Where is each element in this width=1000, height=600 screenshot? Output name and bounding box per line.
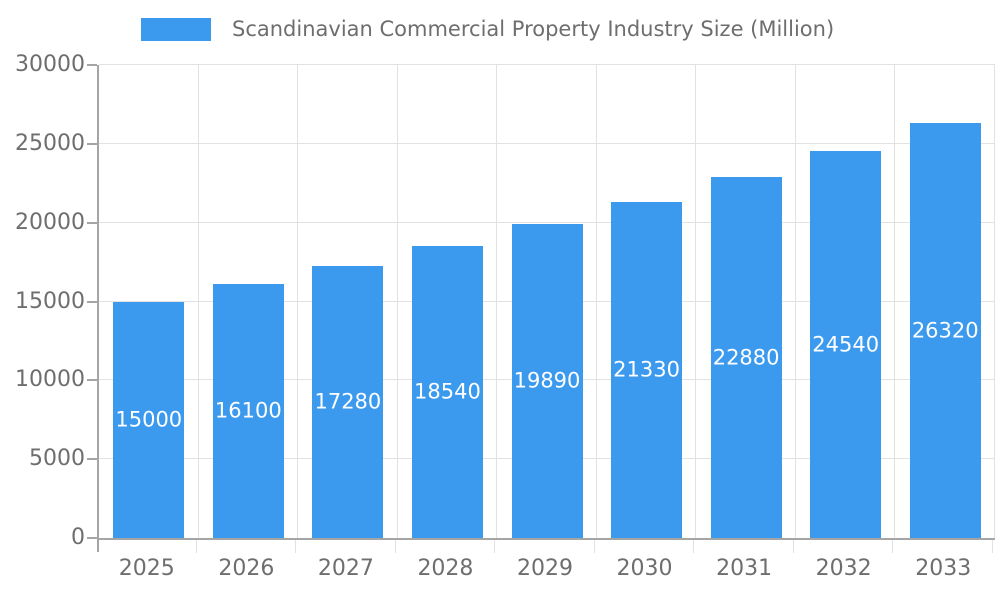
x-axis-tick-label: 2032 <box>815 556 872 581</box>
bar-2032[interactable]: 24540 <box>810 151 882 538</box>
bar-value-label: 22880 <box>712 345 780 370</box>
y-axis-tick-label: 0 <box>71 525 85 550</box>
bar-value-label: 26320 <box>911 317 979 342</box>
plot-area: 15000 16100 17280 18540 19890 21330 22880 24540… <box>97 64 995 540</box>
x-axis-tick-label: 2030 <box>616 556 673 581</box>
x-axis-tick-label: 2033 <box>915 556 972 581</box>
x-axis-tick-label: 2028 <box>417 556 474 581</box>
x-axis-tick-mark <box>494 540 496 553</box>
bar-value-label: 16100 <box>214 398 282 423</box>
bar-value-label: 15000 <box>115 407 183 432</box>
gridline-horizontal <box>99 142 995 144</box>
gridline-vertical <box>396 65 398 538</box>
x-axis-tick-mark <box>295 540 297 553</box>
bar-2025[interactable]: 15000 <box>113 301 185 538</box>
gridline-vertical <box>297 65 299 538</box>
legend-label: Scandinavian Commercial Property Industr… <box>232 17 835 41</box>
bar-2028[interactable]: 18540 <box>411 245 483 538</box>
bar-value-label: 17280 <box>314 389 382 414</box>
gridline-vertical <box>197 65 199 538</box>
bar-value-label: 24540 <box>812 332 880 356</box>
x-axis-tick-mark <box>593 540 595 553</box>
y-axis-tick-label: 10000 <box>15 367 85 393</box>
bar-2031[interactable]: 22880 <box>710 177 782 538</box>
y-axis-tick-mark <box>87 142 97 145</box>
y-axis-tick-label: 15000 <box>15 288 85 314</box>
y-axis-tick-label: 5000 <box>29 446 85 472</box>
y-axis-tick-mark <box>87 537 97 539</box>
y-axis-tick-label: 30000 <box>15 52 85 77</box>
y-axis-tick-mark <box>87 221 97 224</box>
x-axis-tick-mark <box>693 540 695 553</box>
x-axis-tick-mark <box>892 540 894 553</box>
bar-value-label: 21330 <box>613 357 680 382</box>
bar-value-label: 19890 <box>513 368 581 393</box>
x-axis-tick-mark <box>195 540 197 553</box>
y-axis-tick-mark <box>87 458 97 461</box>
bar-2029[interactable]: 19890 <box>511 224 583 538</box>
x-axis-tick-label: 2031 <box>716 556 773 581</box>
legend-item[interactable]: Scandinavian Commercial Property Industr… <box>141 17 834 41</box>
gridline-vertical <box>595 65 597 538</box>
x-axis-tick-mark <box>992 540 993 553</box>
bar-2027[interactable]: 17280 <box>312 265 384 538</box>
bar-value-label: 18540 <box>414 379 481 404</box>
y-axis-tick-label: 20000 <box>15 209 85 235</box>
gridline-vertical <box>994 65 995 538</box>
gridline-horizontal <box>99 64 995 65</box>
x-axis-tick-label: 2027 <box>317 556 374 581</box>
gridline-vertical <box>894 65 896 538</box>
gridline-vertical <box>496 65 498 538</box>
x-axis-tick-label: 2026 <box>218 556 275 581</box>
y-axis-tick-mark <box>87 379 97 382</box>
gridline-horizontal <box>99 221 995 223</box>
y-axis-tick-mark <box>87 64 97 66</box>
gridline-vertical <box>695 65 697 538</box>
bar-2030[interactable]: 21330 <box>611 201 683 538</box>
x-axis-tick-label: 2029 <box>517 556 573 581</box>
x-axis-tick-mark <box>792 540 794 553</box>
x-axis-tick-label: 2025 <box>118 556 175 581</box>
y-axis-extension <box>97 538 99 552</box>
bar-2026[interactable]: 16100 <box>212 284 284 538</box>
legend-swatch <box>141 17 211 41</box>
y-axis-tick-label: 25000 <box>15 130 85 156</box>
gridline-vertical <box>794 65 796 538</box>
bar-2033[interactable]: 26320 <box>909 123 981 538</box>
x-axis-tick-mark <box>394 540 396 553</box>
y-axis-tick-mark <box>87 300 97 303</box>
